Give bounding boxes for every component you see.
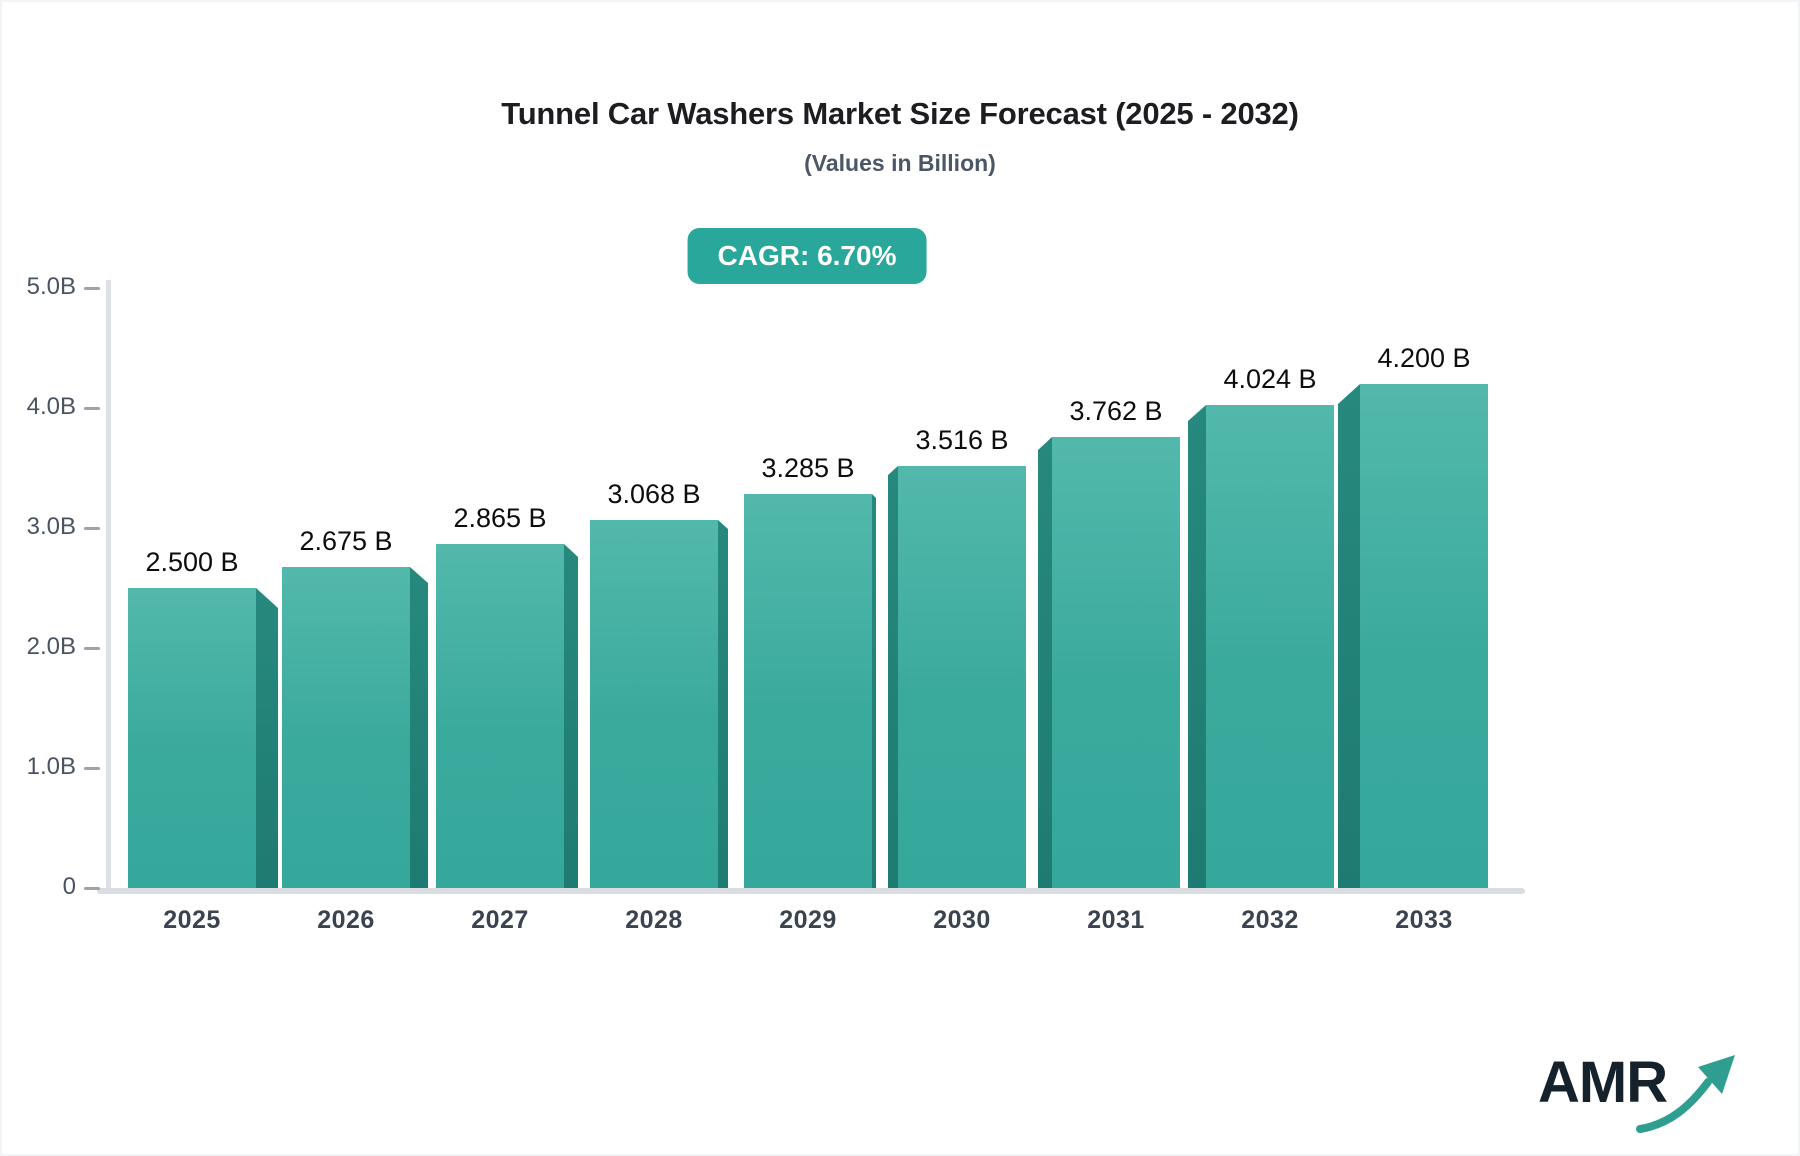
bar-2033[interactable] <box>1360 384 1488 888</box>
bar-side-2029 <box>872 494 876 888</box>
bar-side-2026 <box>410 567 428 888</box>
bar-value-label: 3.285 B <box>761 453 855 483</box>
y-axis-tick <box>84 527 100 530</box>
bar-side-2033 <box>1338 384 1360 888</box>
y-axis-tick <box>84 887 100 890</box>
x-axis-label: 2029 <box>779 906 837 934</box>
bar-side-2030 <box>888 466 898 888</box>
growth-arrow-icon <box>1636 1055 1735 1133</box>
bar-value-label: 4.024 B <box>1223 364 1317 394</box>
x-axis-label: 2027 <box>471 906 529 934</box>
bar-value-label: 3.762 B <box>1069 396 1163 426</box>
y-axis-tick <box>84 647 100 650</box>
amr-logo[interactable]: AMR <box>1538 1050 1735 1133</box>
x-axis-label: 2028 <box>625 906 683 934</box>
x-axis-label: 2033 <box>1395 906 1453 934</box>
y-axis-label: 5.0B <box>26 273 76 300</box>
y-axis-tick <box>84 767 100 770</box>
bar-value-label: 3.516 B <box>915 425 1009 455</box>
y-axis-tick <box>84 407 100 410</box>
bar-2030[interactable] <box>898 466 1026 888</box>
y-axis-label: 0 <box>62 873 76 900</box>
x-axis-label: 2026 <box>317 906 375 934</box>
amr-logo-text: AMR <box>1538 1050 1668 1115</box>
x-axis-label: 2025 <box>163 906 221 934</box>
bar-value-label: 2.500 B <box>145 547 239 577</box>
bar-side-2028 <box>718 520 728 888</box>
y-axis-label: 2.0B <box>26 633 76 660</box>
y-axis-label: 3.0B <box>26 513 76 540</box>
chart-subtitle: (Values in Billion) <box>804 150 996 176</box>
chart-title: Tunnel Car Washers Market Size Forecast … <box>501 96 1299 131</box>
bar-value-label: 2.865 B <box>453 503 547 533</box>
y-axis-tick <box>84 287 100 290</box>
bar-side-2032 <box>1188 405 1206 888</box>
bar-side-2031 <box>1038 437 1052 888</box>
bar-value-label: 2.675 B <box>299 526 393 556</box>
bar-2032[interactable] <box>1206 405 1334 888</box>
x-axis-label: 2032 <box>1241 906 1299 934</box>
bar-2029[interactable] <box>744 494 872 888</box>
bar-2031[interactable] <box>1052 437 1180 888</box>
x-axis-line <box>97 888 1525 894</box>
x-axis-label: 2031 <box>1087 906 1145 934</box>
bar-2026[interactable] <box>282 567 410 888</box>
bar-value-label: 4.200 B <box>1377 343 1471 373</box>
y-axis-line <box>106 280 111 894</box>
bar-side-2025 <box>256 588 278 888</box>
bar-2028[interactable] <box>590 520 718 888</box>
y-axis-label: 1.0B <box>26 753 76 780</box>
x-axis-label: 2030 <box>933 906 991 934</box>
bar-side-2027 <box>564 544 578 888</box>
cagr-badge: CAGR: 6.70% <box>687 228 927 284</box>
bar-2027[interactable] <box>436 544 564 888</box>
bar-2025[interactable] <box>128 588 256 888</box>
bar-value-label: 3.068 B <box>607 479 701 509</box>
y-axis-label: 4.0B <box>26 393 76 420</box>
